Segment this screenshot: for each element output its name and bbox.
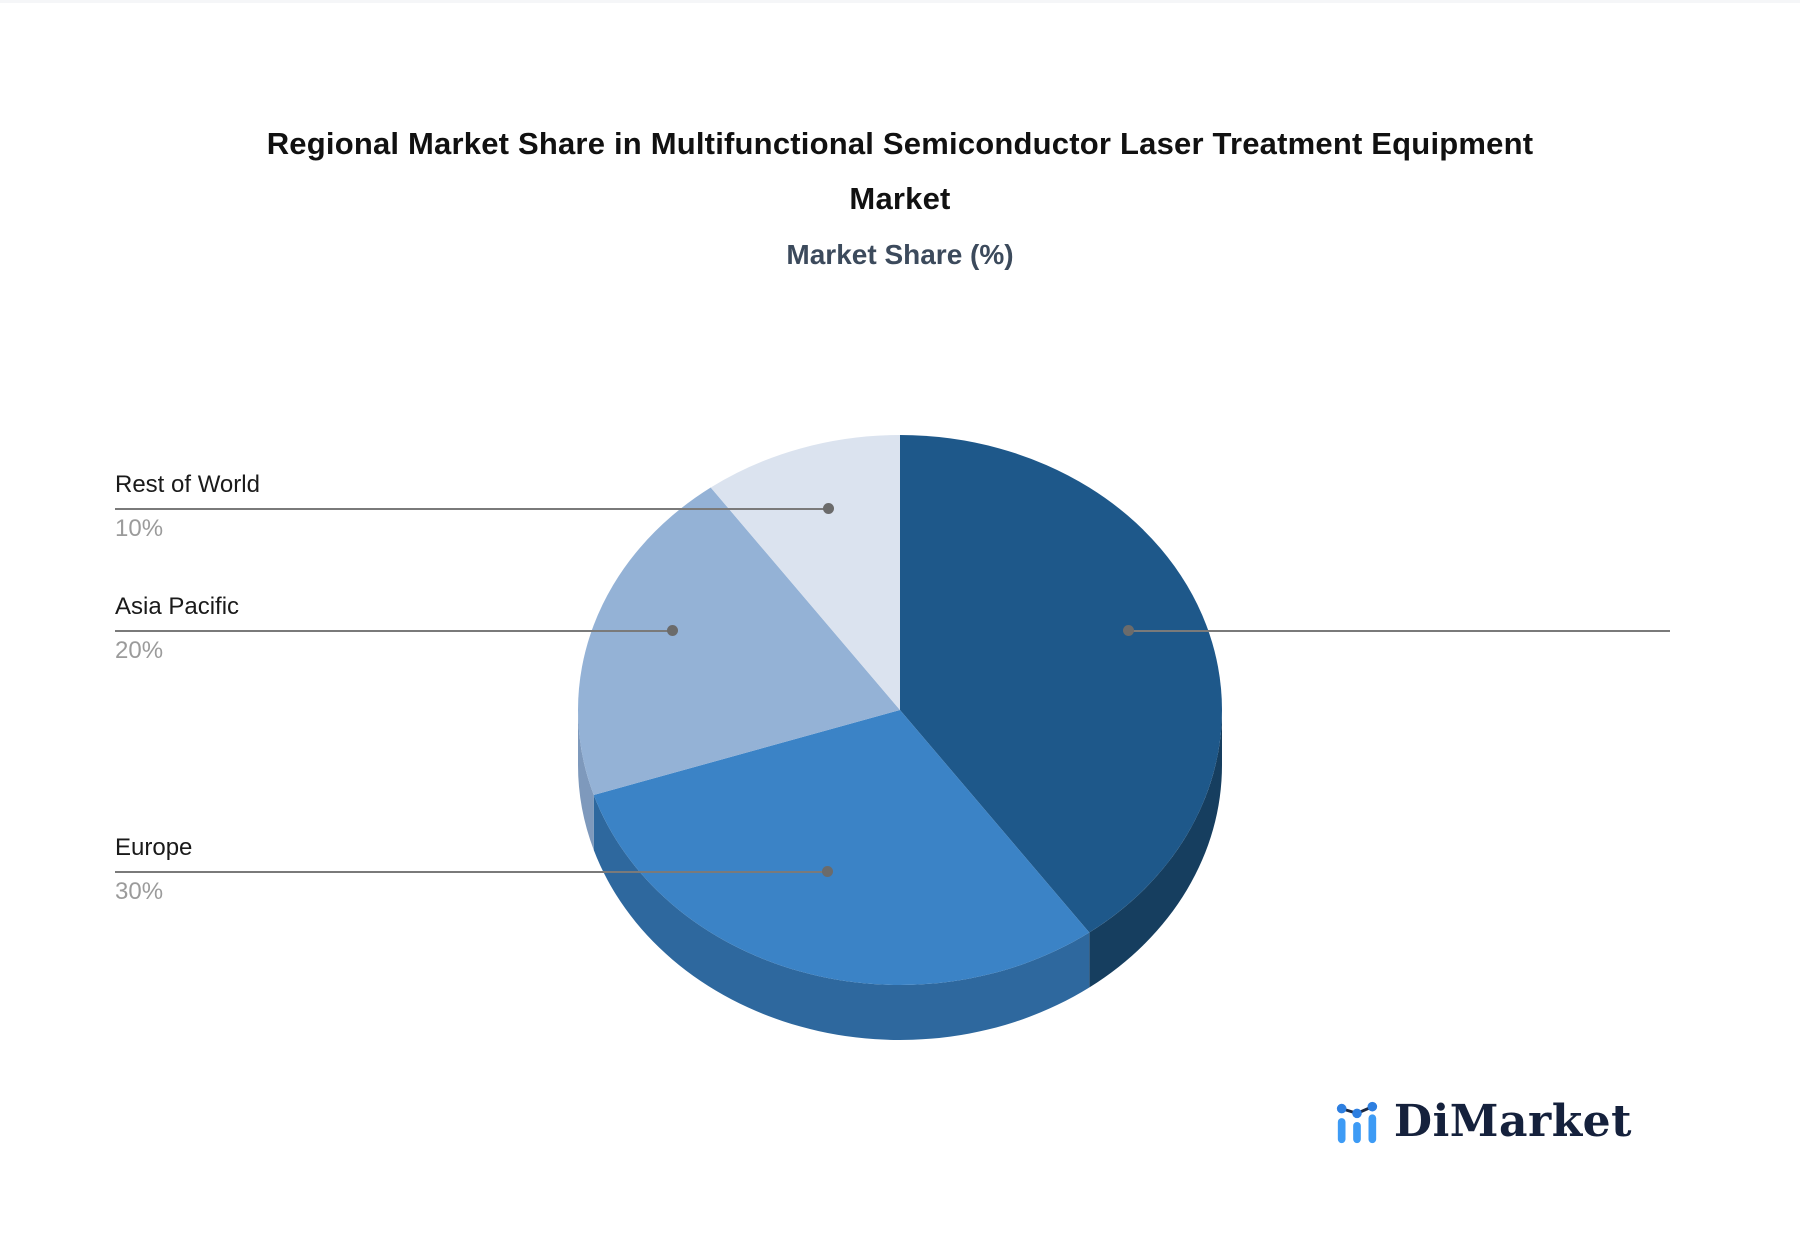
callout-label-rest-of-world: Rest of World bbox=[115, 471, 260, 498]
callout-line-north-america bbox=[1128, 630, 1670, 632]
pie-slice-side-asia-pacific[interactable] bbox=[578, 710, 594, 850]
pie-slice-side-europe[interactable] bbox=[593, 794, 1090, 1040]
callout-dot-asia-pacific bbox=[667, 625, 678, 636]
chart-header: Regional Market Share in Multifunctional… bbox=[0, 116, 1800, 275]
pie-slice-rest-of-world[interactable] bbox=[710, 435, 900, 710]
pie-slice-europe[interactable] bbox=[593, 710, 1090, 985]
callout-value-asia-pacific: 20% bbox=[115, 637, 164, 664]
callout-line-asia-pacific bbox=[115, 630, 672, 632]
chart-title-line-2: Market bbox=[849, 181, 951, 216]
top-border bbox=[0, 0, 1800, 3]
dimarket-logo: DiMarket bbox=[1334, 1096, 1632, 1147]
chart-subtitle: Market Share (%) bbox=[786, 239, 1014, 270]
pie-slice-north-america[interactable] bbox=[900, 435, 1222, 933]
pie-slice-asia-pacific[interactable] bbox=[577, 487, 900, 795]
pie-slice-side-north-america[interactable] bbox=[1089, 710, 1222, 988]
callout-dot-north-america bbox=[1123, 625, 1134, 636]
callout-value-europe: 30% bbox=[115, 878, 164, 905]
callout-value-rest-of-world: 10% bbox=[115, 515, 164, 542]
logo-text: DiMarket bbox=[1393, 1096, 1632, 1147]
callout-label-asia-pacific: Asia Pacific bbox=[115, 593, 240, 620]
callout-line-rest-of-world bbox=[115, 508, 828, 510]
callout-dot-rest-of-world bbox=[823, 503, 834, 514]
callout-line-europe bbox=[115, 871, 827, 873]
callout-label-europe: Europe bbox=[115, 834, 193, 861]
bar-line-chart-icon bbox=[1336, 1101, 1378, 1143]
chart-title-line-1: Regional Market Share in Multifunctional… bbox=[266, 126, 1534, 161]
callout-dot-europe bbox=[822, 866, 833, 877]
